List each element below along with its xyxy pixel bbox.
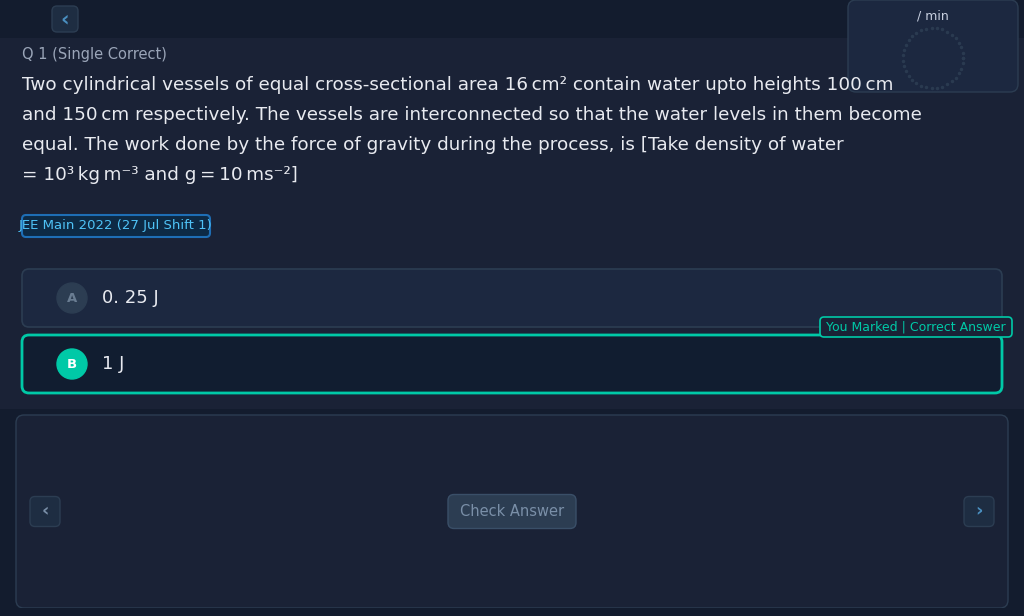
Text: Q 1 (Single Correct): Q 1 (Single Correct)	[22, 47, 167, 62]
FancyBboxPatch shape	[22, 335, 1002, 393]
Circle shape	[57, 349, 87, 379]
Text: / min: / min	[918, 9, 949, 23]
FancyBboxPatch shape	[820, 317, 1012, 337]
Text: You Marked | Correct Answer: You Marked | Correct Answer	[826, 320, 1006, 333]
Circle shape	[57, 283, 87, 313]
Text: Check Answer: Check Answer	[460, 504, 564, 519]
FancyBboxPatch shape	[22, 215, 210, 237]
Text: JEE Main 2022 (27 Jul Shift 1): JEE Main 2022 (27 Jul Shift 1)	[19, 219, 213, 232]
Text: Two cylindrical vessels of equal cross-sectional area 16 cm² contain water upto : Two cylindrical vessels of equal cross-s…	[22, 76, 894, 94]
Text: A: A	[67, 291, 77, 304]
FancyBboxPatch shape	[0, 0, 1024, 38]
FancyBboxPatch shape	[52, 6, 78, 32]
FancyBboxPatch shape	[16, 415, 1008, 608]
Text: and 150 cm respectively. The vessels are interconnected so that the water levels: and 150 cm respectively. The vessels are…	[22, 106, 922, 124]
Text: 1 J: 1 J	[102, 355, 124, 373]
Text: ‹: ‹	[41, 503, 49, 521]
FancyBboxPatch shape	[0, 608, 1024, 616]
FancyBboxPatch shape	[449, 495, 575, 529]
FancyBboxPatch shape	[22, 269, 1002, 327]
FancyBboxPatch shape	[0, 409, 1024, 616]
Text: 0. 25 J: 0. 25 J	[102, 289, 159, 307]
Text: ‹: ‹	[60, 9, 70, 29]
Text: ›: ›	[975, 503, 983, 521]
FancyBboxPatch shape	[964, 496, 994, 527]
Text: equal. The work done by the force of gravity during the process, is [Take densit: equal. The work done by the force of gra…	[22, 136, 844, 154]
Text: = 10³ kg m⁻³ and g = 10 ms⁻²]: = 10³ kg m⁻³ and g = 10 ms⁻²]	[22, 166, 298, 184]
FancyBboxPatch shape	[848, 0, 1018, 92]
Text: B: B	[67, 357, 77, 370]
FancyBboxPatch shape	[30, 496, 60, 527]
